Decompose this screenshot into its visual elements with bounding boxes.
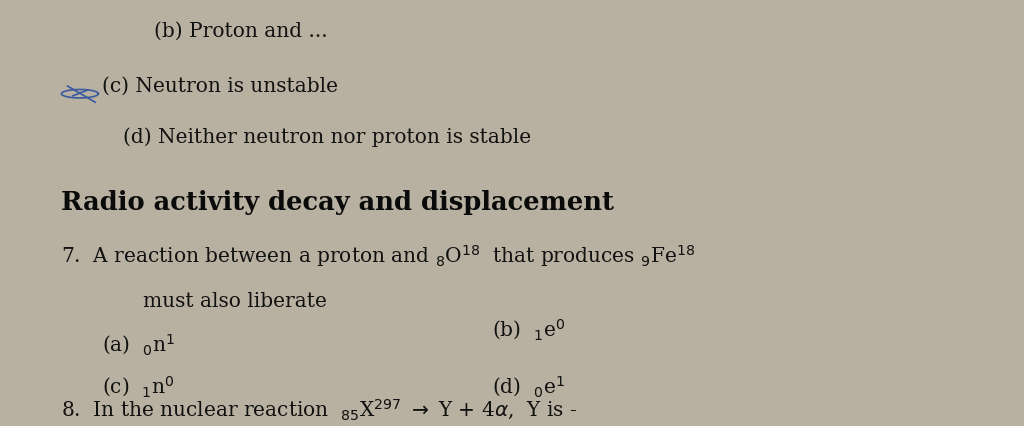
Text: 7.  A reaction between a proton and $_{8}$O$^{18}$  that produces $_{9}$Fe$^{18}: 7. A reaction between a proton and $_{8}… [61,243,695,269]
Text: (b) Proton and ...: (b) Proton and ... [154,21,328,40]
Text: must also liberate: must also liberate [143,292,328,311]
Text: (d) Neither neutron nor proton is stable: (d) Neither neutron nor proton is stable [123,128,531,147]
Text: Radio activity decay and displacement: Radio activity decay and displacement [61,190,614,215]
Text: (a)  $_{0}$n$^{1}$: (a) $_{0}$n$^{1}$ [102,332,175,357]
Text: (d)  $_{0}$e$^{1}$: (d) $_{0}$e$^{1}$ [492,375,564,400]
Text: (c)  $_{1}$n$^{0}$: (c) $_{1}$n$^{0}$ [102,375,175,400]
Text: (b)  $_{1}$e$^{0}$: (b) $_{1}$e$^{0}$ [492,317,564,342]
Text: (c) Neutron is unstable: (c) Neutron is unstable [102,77,338,96]
Text: 8.  In the nuclear reaction  $_{85}$X$^{297}$ $\rightarrow$ Y + 4$\alpha$,  Y is: 8. In the nuclear reaction $_{85}$X$^{29… [61,397,578,422]
